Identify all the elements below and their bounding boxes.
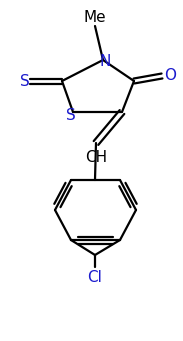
Text: S: S bbox=[20, 74, 30, 89]
Text: Cl: Cl bbox=[87, 270, 102, 285]
Text: Me: Me bbox=[84, 11, 106, 26]
Text: CH: CH bbox=[85, 150, 107, 165]
Text: S: S bbox=[66, 107, 76, 122]
Text: N: N bbox=[99, 54, 111, 69]
Text: O: O bbox=[164, 68, 176, 83]
